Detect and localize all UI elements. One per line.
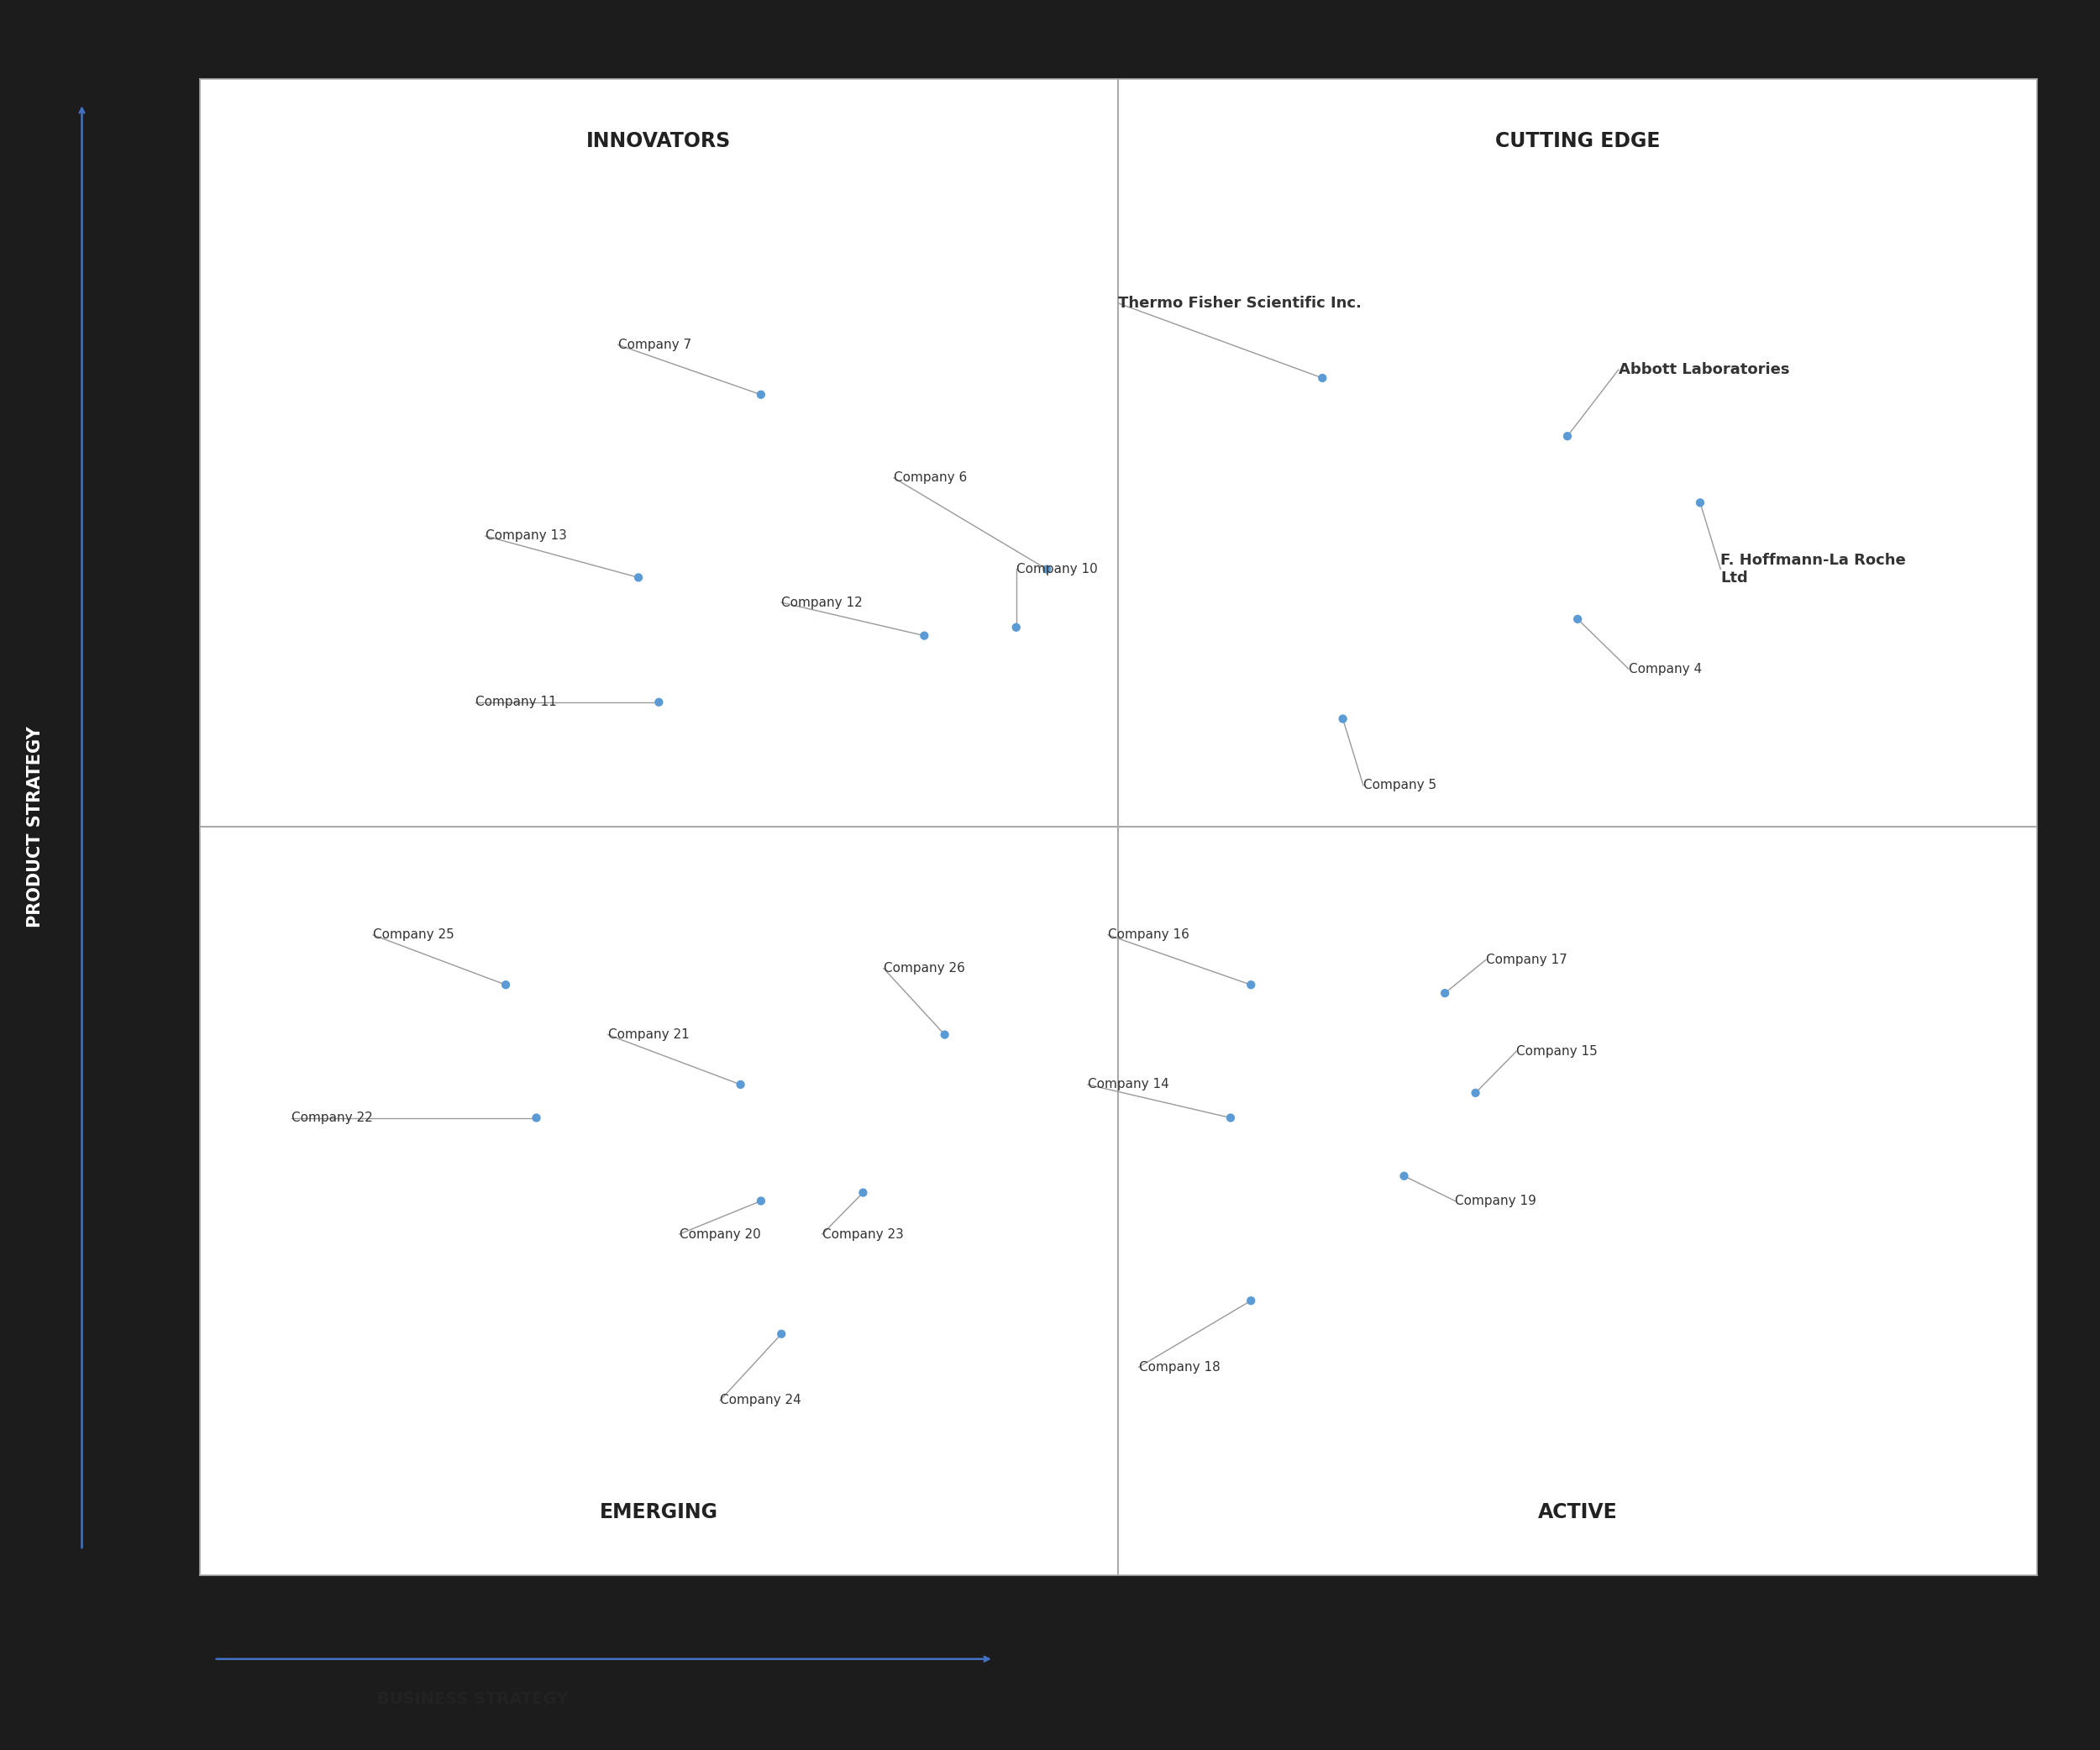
- Text: Company 15: Company 15: [1516, 1045, 1598, 1057]
- Text: CUTTING EDGE: CUTTING EDGE: [1495, 131, 1661, 150]
- Text: Thermo Fisher Scientific Inc.: Thermo Fisher Scientific Inc.: [1117, 296, 1361, 312]
- Text: ACTIVE: ACTIVE: [1537, 1503, 1617, 1522]
- Text: INNOVATORS: INNOVATORS: [586, 131, 731, 150]
- Point: [1235, 1286, 1268, 1314]
- Text: Company 17: Company 17: [1487, 954, 1567, 966]
- Point: [489, 971, 523, 999]
- Text: BUSINESS STRATEGY: BUSINESS STRATEGY: [378, 1690, 567, 1708]
- Point: [1550, 422, 1583, 450]
- Text: Company 11: Company 11: [475, 696, 556, 709]
- Point: [846, 1180, 880, 1207]
- Text: Company 18: Company 18: [1138, 1362, 1220, 1374]
- Point: [643, 688, 676, 716]
- Text: Company 12: Company 12: [781, 597, 863, 609]
- Text: PRODUCT STRATEGY: PRODUCT STRATEGY: [27, 726, 44, 928]
- Text: Company 13: Company 13: [485, 530, 567, 542]
- Point: [928, 1020, 962, 1048]
- Point: [1235, 971, 1268, 999]
- Point: [519, 1104, 552, 1132]
- Text: Company 23: Company 23: [823, 1228, 903, 1241]
- Text: Company 21: Company 21: [607, 1029, 689, 1041]
- Point: [1684, 488, 1718, 516]
- Text: Company 22: Company 22: [292, 1111, 372, 1124]
- Point: [724, 1071, 758, 1099]
- Point: [1325, 705, 1359, 733]
- Point: [1214, 1104, 1247, 1132]
- Point: [1029, 555, 1063, 583]
- Text: Company 16: Company 16: [1109, 929, 1189, 942]
- Text: EMERGING: EMERGING: [601, 1503, 718, 1522]
- Text: Company 24: Company 24: [720, 1395, 802, 1407]
- Point: [1388, 1162, 1422, 1190]
- Text: Company 6: Company 6: [895, 471, 966, 485]
- Text: Company 26: Company 26: [884, 963, 964, 975]
- Text: F. Hoffmann-La Roche
Ltd: F. Hoffmann-La Roche Ltd: [1720, 553, 1907, 586]
- Point: [743, 1187, 777, 1214]
- Text: Company 10: Company 10: [1016, 564, 1098, 576]
- Point: [743, 382, 777, 410]
- Point: [1560, 606, 1594, 634]
- Point: [1306, 364, 1340, 392]
- Text: Company 25: Company 25: [374, 929, 454, 942]
- Text: Abbott Laboratories: Abbott Laboratories: [1619, 362, 1789, 378]
- Point: [907, 621, 941, 649]
- Point: [622, 564, 655, 592]
- Point: [1459, 1078, 1493, 1108]
- Text: Company 7: Company 7: [617, 338, 691, 352]
- Text: Company 14: Company 14: [1088, 1078, 1170, 1090]
- Point: [1000, 614, 1033, 642]
- Text: Company 20: Company 20: [678, 1228, 760, 1241]
- Text: Company 4: Company 4: [1630, 663, 1701, 676]
- Text: Company 5: Company 5: [1363, 779, 1436, 791]
- Point: [764, 1320, 798, 1348]
- Point: [1428, 980, 1462, 1008]
- Text: Company 19: Company 19: [1455, 1195, 1537, 1207]
